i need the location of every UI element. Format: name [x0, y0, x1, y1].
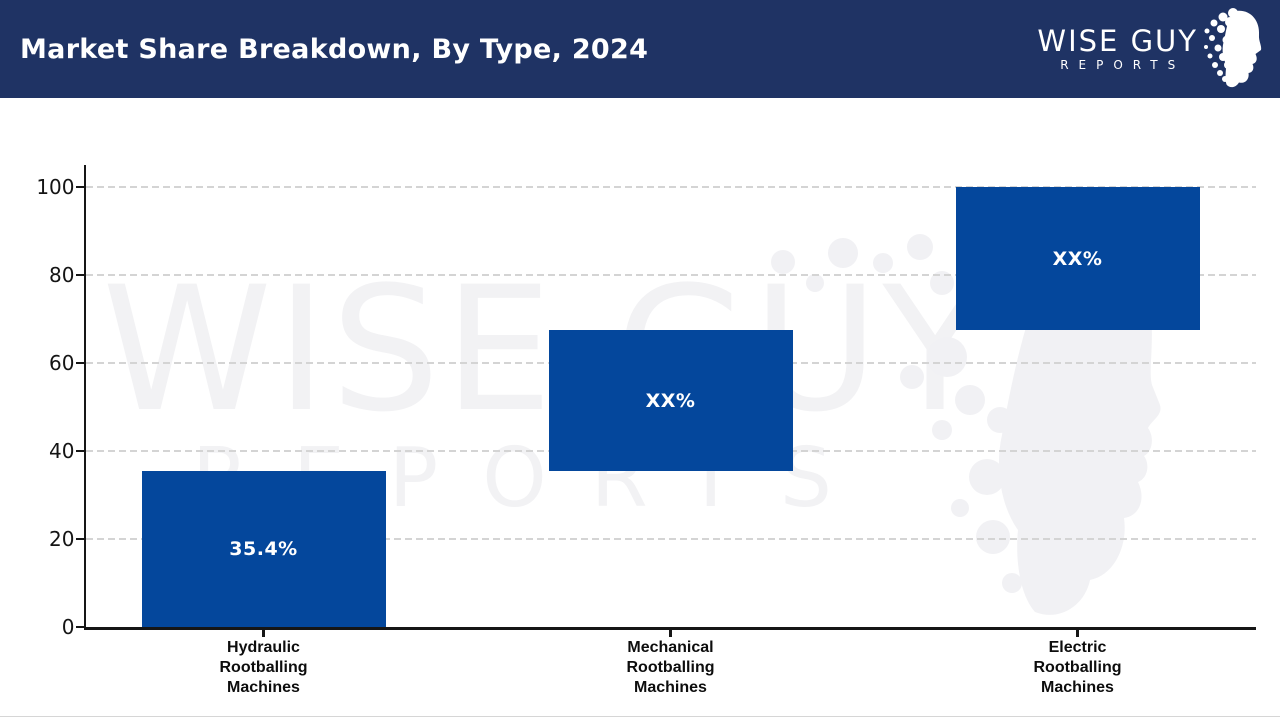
bar-value-label: XX% — [1052, 247, 1103, 270]
y-axis-tick — [75, 273, 84, 277]
chart-title: Market Share Breakdown, By Type, 2024 — [20, 33, 649, 65]
bar-value-label: 35.4% — [229, 538, 298, 561]
y-axis-tick-label: 20 — [49, 527, 75, 551]
y-axis-tick — [75, 537, 84, 541]
brand-wordmark: WISE GUY REPORTS — [1037, 23, 1198, 73]
y-axis-tick — [75, 625, 84, 629]
bar-value-label: XX% — [645, 389, 696, 412]
brand-face-icon — [1204, 8, 1262, 88]
brand-subtitle: REPORTS — [1060, 58, 1186, 73]
y-axis-line — [83, 165, 86, 630]
x-axis-tick — [669, 629, 672, 637]
y-axis-tick — [75, 361, 84, 365]
y-axis-tick — [75, 449, 84, 453]
card-bottom-border — [0, 716, 1280, 717]
y-axis-tick-label: 40 — [49, 439, 75, 463]
y-gridline — [86, 274, 1256, 276]
waterfall-bar-1: 35.4% — [141, 471, 386, 627]
brand-logo: WISE GUY REPORTS — [1037, 7, 1266, 91]
y-axis-tick — [75, 185, 84, 189]
y-axis-tick-label: 0 — [61, 615, 75, 639]
x-axis-line — [83, 627, 1256, 630]
y-axis-tick-label: 60 — [49, 351, 75, 375]
waterfall-bar-2: XX% — [548, 330, 793, 472]
y-axis-tick-label: 100 — [36, 175, 75, 199]
x-axis-tick — [262, 629, 265, 637]
waterfall-bar-3: XX% — [955, 187, 1200, 330]
watermark-wordmark: WISE GUY — [102, 249, 992, 450]
y-gridline — [86, 538, 1256, 540]
brand-name: WISE GUY — [1037, 23, 1198, 58]
chart-area: WISE GUY REPORTS 0 20 40 60 80 100 35.4% Hydrau… — [0, 98, 1280, 720]
header: Market Share Breakdown, By Type, 2024 WI… — [0, 0, 1280, 98]
x-axis-tick — [1076, 629, 1079, 637]
category-label: Mechanical Rootballing Machines — [626, 639, 715, 696]
y-axis-tick-label: 80 — [49, 263, 75, 287]
y-gridline — [86, 186, 1256, 188]
category-label: Hydraulic Rootballing Machines — [219, 639, 308, 696]
category-label: Electric Rootballing Machines — [1033, 639, 1122, 696]
